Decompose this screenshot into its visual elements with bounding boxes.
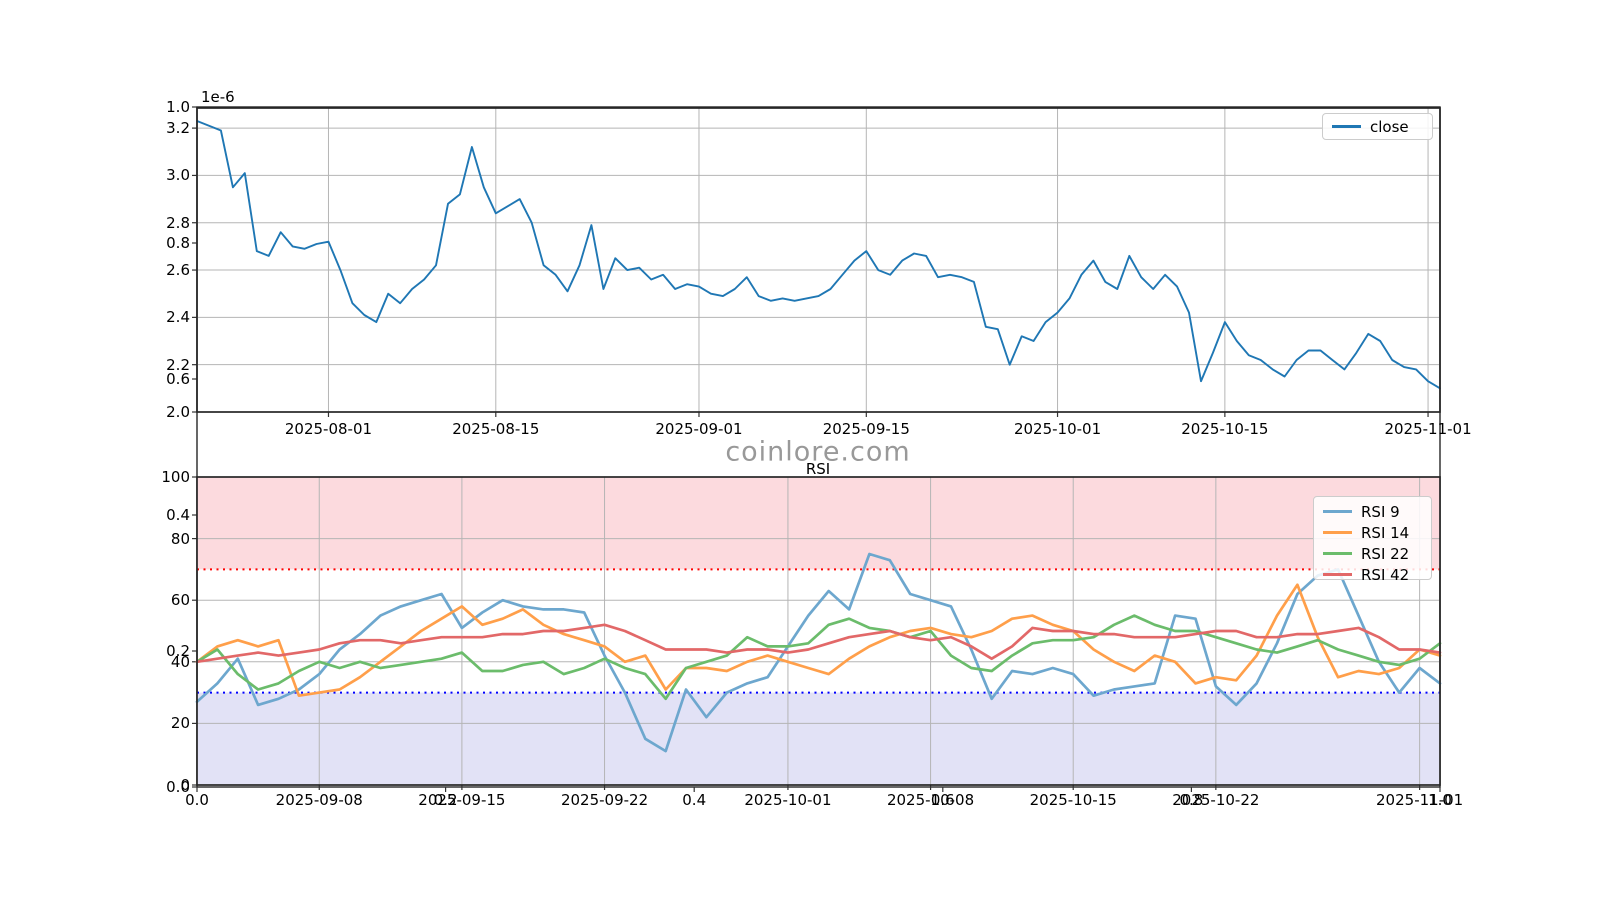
close-x-tick-label: 2025-08-01 [284, 420, 373, 438]
hidden-y-tick-label: 1.0 [166, 98, 190, 116]
close-x-tick-label: 2025-09-01 [655, 420, 743, 438]
close-y-tick-label: 2.6 [166, 261, 190, 280]
rsi-9-legend-swatch [1323, 510, 1352, 513]
close-axes-frame [196, 107, 1441, 413]
hidden-x-tick-label: 0.2 [433, 791, 458, 809]
rsi-x-tick-label: 2025-09-15 [418, 791, 506, 809]
rsi-x-tick-label: 2025-10-22 [1172, 791, 1260, 809]
rsi-legend-row-1: RSI 14 [1323, 522, 1421, 543]
close-x-tick-label: 2025-10-01 [1013, 420, 1102, 438]
hidden-x-tick-label: 0.6 [930, 791, 955, 809]
close-x-tick-label: 2025-08-15 [452, 420, 540, 438]
rsi-legend-row-2: RSI 22 [1323, 543, 1421, 564]
close-legend: close [1322, 113, 1433, 140]
close-y-tick-label: 3.0 [166, 166, 190, 185]
rsi-22-legend-label: RSI 22 [1361, 544, 1410, 563]
hidden-x-tick-label: 1.0 [1428, 791, 1452, 809]
rsi-x-tick-label: 2025-09-22 [560, 791, 649, 809]
hidden-x-tick-label: 0.0 [185, 791, 209, 809]
rsi-y-tick-label: 100 [161, 468, 190, 486]
close-y-tick-label: 2.2 [166, 355, 190, 374]
hidden-axes-frame [196, 106, 1441, 788]
rsi-y-tick-label: 0 [180, 776, 190, 794]
close-legend-swatch [1332, 125, 1361, 128]
hidden-y-tick-label: 0.2 [166, 642, 190, 660]
hidden-x-tick-label: 0.8 [1179, 791, 1204, 809]
rsi-14-legend-label: RSI 14 [1361, 523, 1410, 542]
close-line [196, 120, 1441, 390]
close-legend-row: close [1332, 116, 1422, 137]
rsi-42-legend-label: RSI 42 [1361, 565, 1410, 584]
close-x-tick-label: 2025-09-15 [822, 420, 910, 438]
close-y-tick-label: 2.8 [166, 213, 190, 232]
rsi-y-tick-label: 60 [170, 591, 190, 610]
close-y-tick-label: 3.2 [166, 119, 190, 138]
rsi-x-tick-label: 2025-10-15 [1029, 791, 1117, 809]
rsi-y-tick-label: 20 [170, 714, 190, 733]
rsi-legend-row-0: RSI 9 [1323, 501, 1421, 522]
close-legend-label: close [1370, 117, 1409, 136]
rsi-legend: RSI 9 RSI 14 RSI 22 RSI 42 [1313, 496, 1432, 584]
close-x-tick-label: 2025-10-15 [1181, 420, 1269, 438]
rsi-42-line [195, 623, 1442, 664]
hidden-y-tick-label: 0.0 [166, 778, 190, 796]
rsi-x-tick-label: 2025-09-08 [275, 791, 363, 809]
hidden-x-tick-label: 0.4 [682, 791, 707, 809]
close-x-tick-label: 2025-11-01 [1384, 420, 1472, 438]
rsi-9-line [195, 552, 1442, 753]
overbought-band [197, 477, 1440, 570]
rsi-y-tick-label: 40 [170, 652, 190, 671]
rsi-22-legend-swatch [1323, 552, 1352, 555]
rsi-42-legend-swatch [1323, 573, 1352, 576]
close-y-tick-label: 2.4 [166, 308, 190, 327]
rsi-chart-title: RSI [805, 460, 831, 478]
rsi-x-tick-label: 2025-10-01 [744, 791, 832, 809]
rsi-9-legend-label: RSI 9 [1361, 502, 1400, 521]
rsi-14-legend-swatch [1323, 531, 1352, 534]
rsi-x-tick-label: 2025-11-01 [1376, 791, 1464, 809]
rsi-legend-row-3: RSI 42 [1323, 564, 1421, 585]
rsi-axes-frame [196, 476, 1441, 786]
oversold-band [197, 692, 1440, 785]
hidden-y-tick-label: 0.4 [166, 506, 190, 524]
rsi-y-tick-label: 80 [170, 529, 190, 548]
hidden-y-tick-label: 0.8 [166, 234, 190, 252]
y-axis-offset-label: 1e-6 [201, 88, 235, 106]
hidden-y-tick-label: 0.6 [166, 370, 190, 388]
close-y-tick-label: 2.0 [166, 403, 190, 421]
rsi-22-line [195, 614, 1442, 701]
rsi-x-tick-label: 2025-10-08 [886, 791, 975, 809]
watermark: coinlore.com [725, 436, 911, 468]
